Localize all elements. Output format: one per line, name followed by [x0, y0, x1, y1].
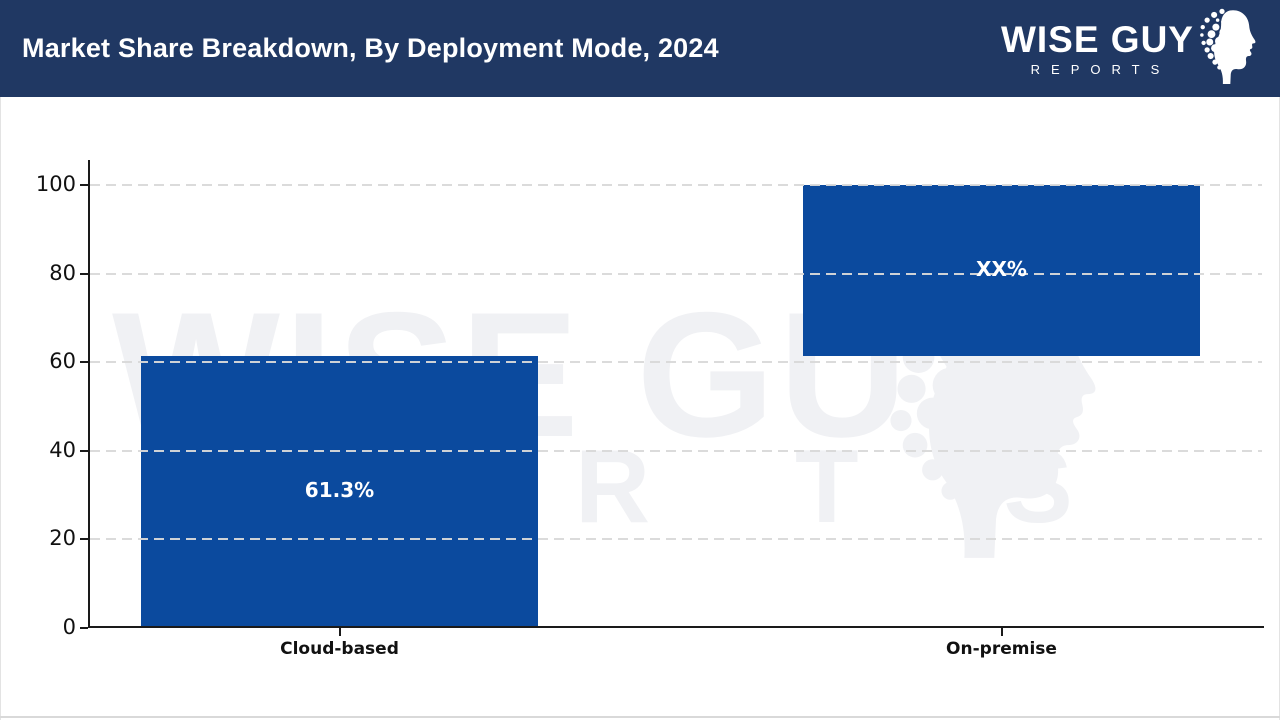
y-axis-line — [88, 160, 90, 628]
x-tick-1 — [1000, 628, 1003, 636]
gridline-80 — [90, 272, 1262, 275]
y-tick-label-100: 100 — [35, 172, 76, 196]
y-tick-60 — [80, 361, 88, 364]
brand-subname: REPORTS — [1030, 61, 1171, 77]
bar-cloud-based — [141, 356, 538, 628]
y-tick-0 — [80, 627, 88, 629]
x-tick-0 — [338, 628, 341, 636]
y-tick-label-60: 60 — [49, 349, 76, 374]
header-bar: Market Share Breakdown, By Deployment Mo… — [0, 0, 1280, 97]
bar-value-label: 61.3% — [304, 478, 375, 503]
y-tick-80 — [80, 272, 88, 275]
x-axis-line — [88, 626, 1264, 628]
y-tick-100 — [80, 184, 88, 186]
page-left-border — [0, 97, 1, 720]
bar-value-label: XX% — [976, 256, 1027, 281]
brand-logo-text: WISE GUY REPORTS — [1001, 21, 1194, 77]
y-tick-20 — [80, 538, 88, 541]
x-category-label: Cloud-based — [280, 639, 399, 659]
head-profile-icon — [1200, 8, 1256, 84]
y-tick-label-0: 0 — [62, 615, 76, 639]
gridline-100 — [90, 184, 1262, 186]
y-tick-label-80: 80 — [49, 260, 76, 285]
x-category-label: On-premise — [946, 639, 1057, 659]
brand-logo: WISE GUY REPORTS — [1001, 7, 1262, 91]
brand-name: WISE GUY — [1000, 18, 1194, 60]
gridline-60 — [90, 361, 1262, 364]
y-tick-label-40: 40 — [49, 437, 76, 462]
y-tick-label-20: 20 — [49, 526, 76, 551]
y-tick-40 — [80, 449, 88, 452]
bar-on-premise — [803, 185, 1200, 357]
gridline-40 — [90, 449, 1262, 452]
gridline-20 — [90, 538, 1262, 541]
page-title: Market Share Breakdown, By Deployment Mo… — [22, 33, 719, 63]
page-bottom-border — [0, 716, 1280, 718]
